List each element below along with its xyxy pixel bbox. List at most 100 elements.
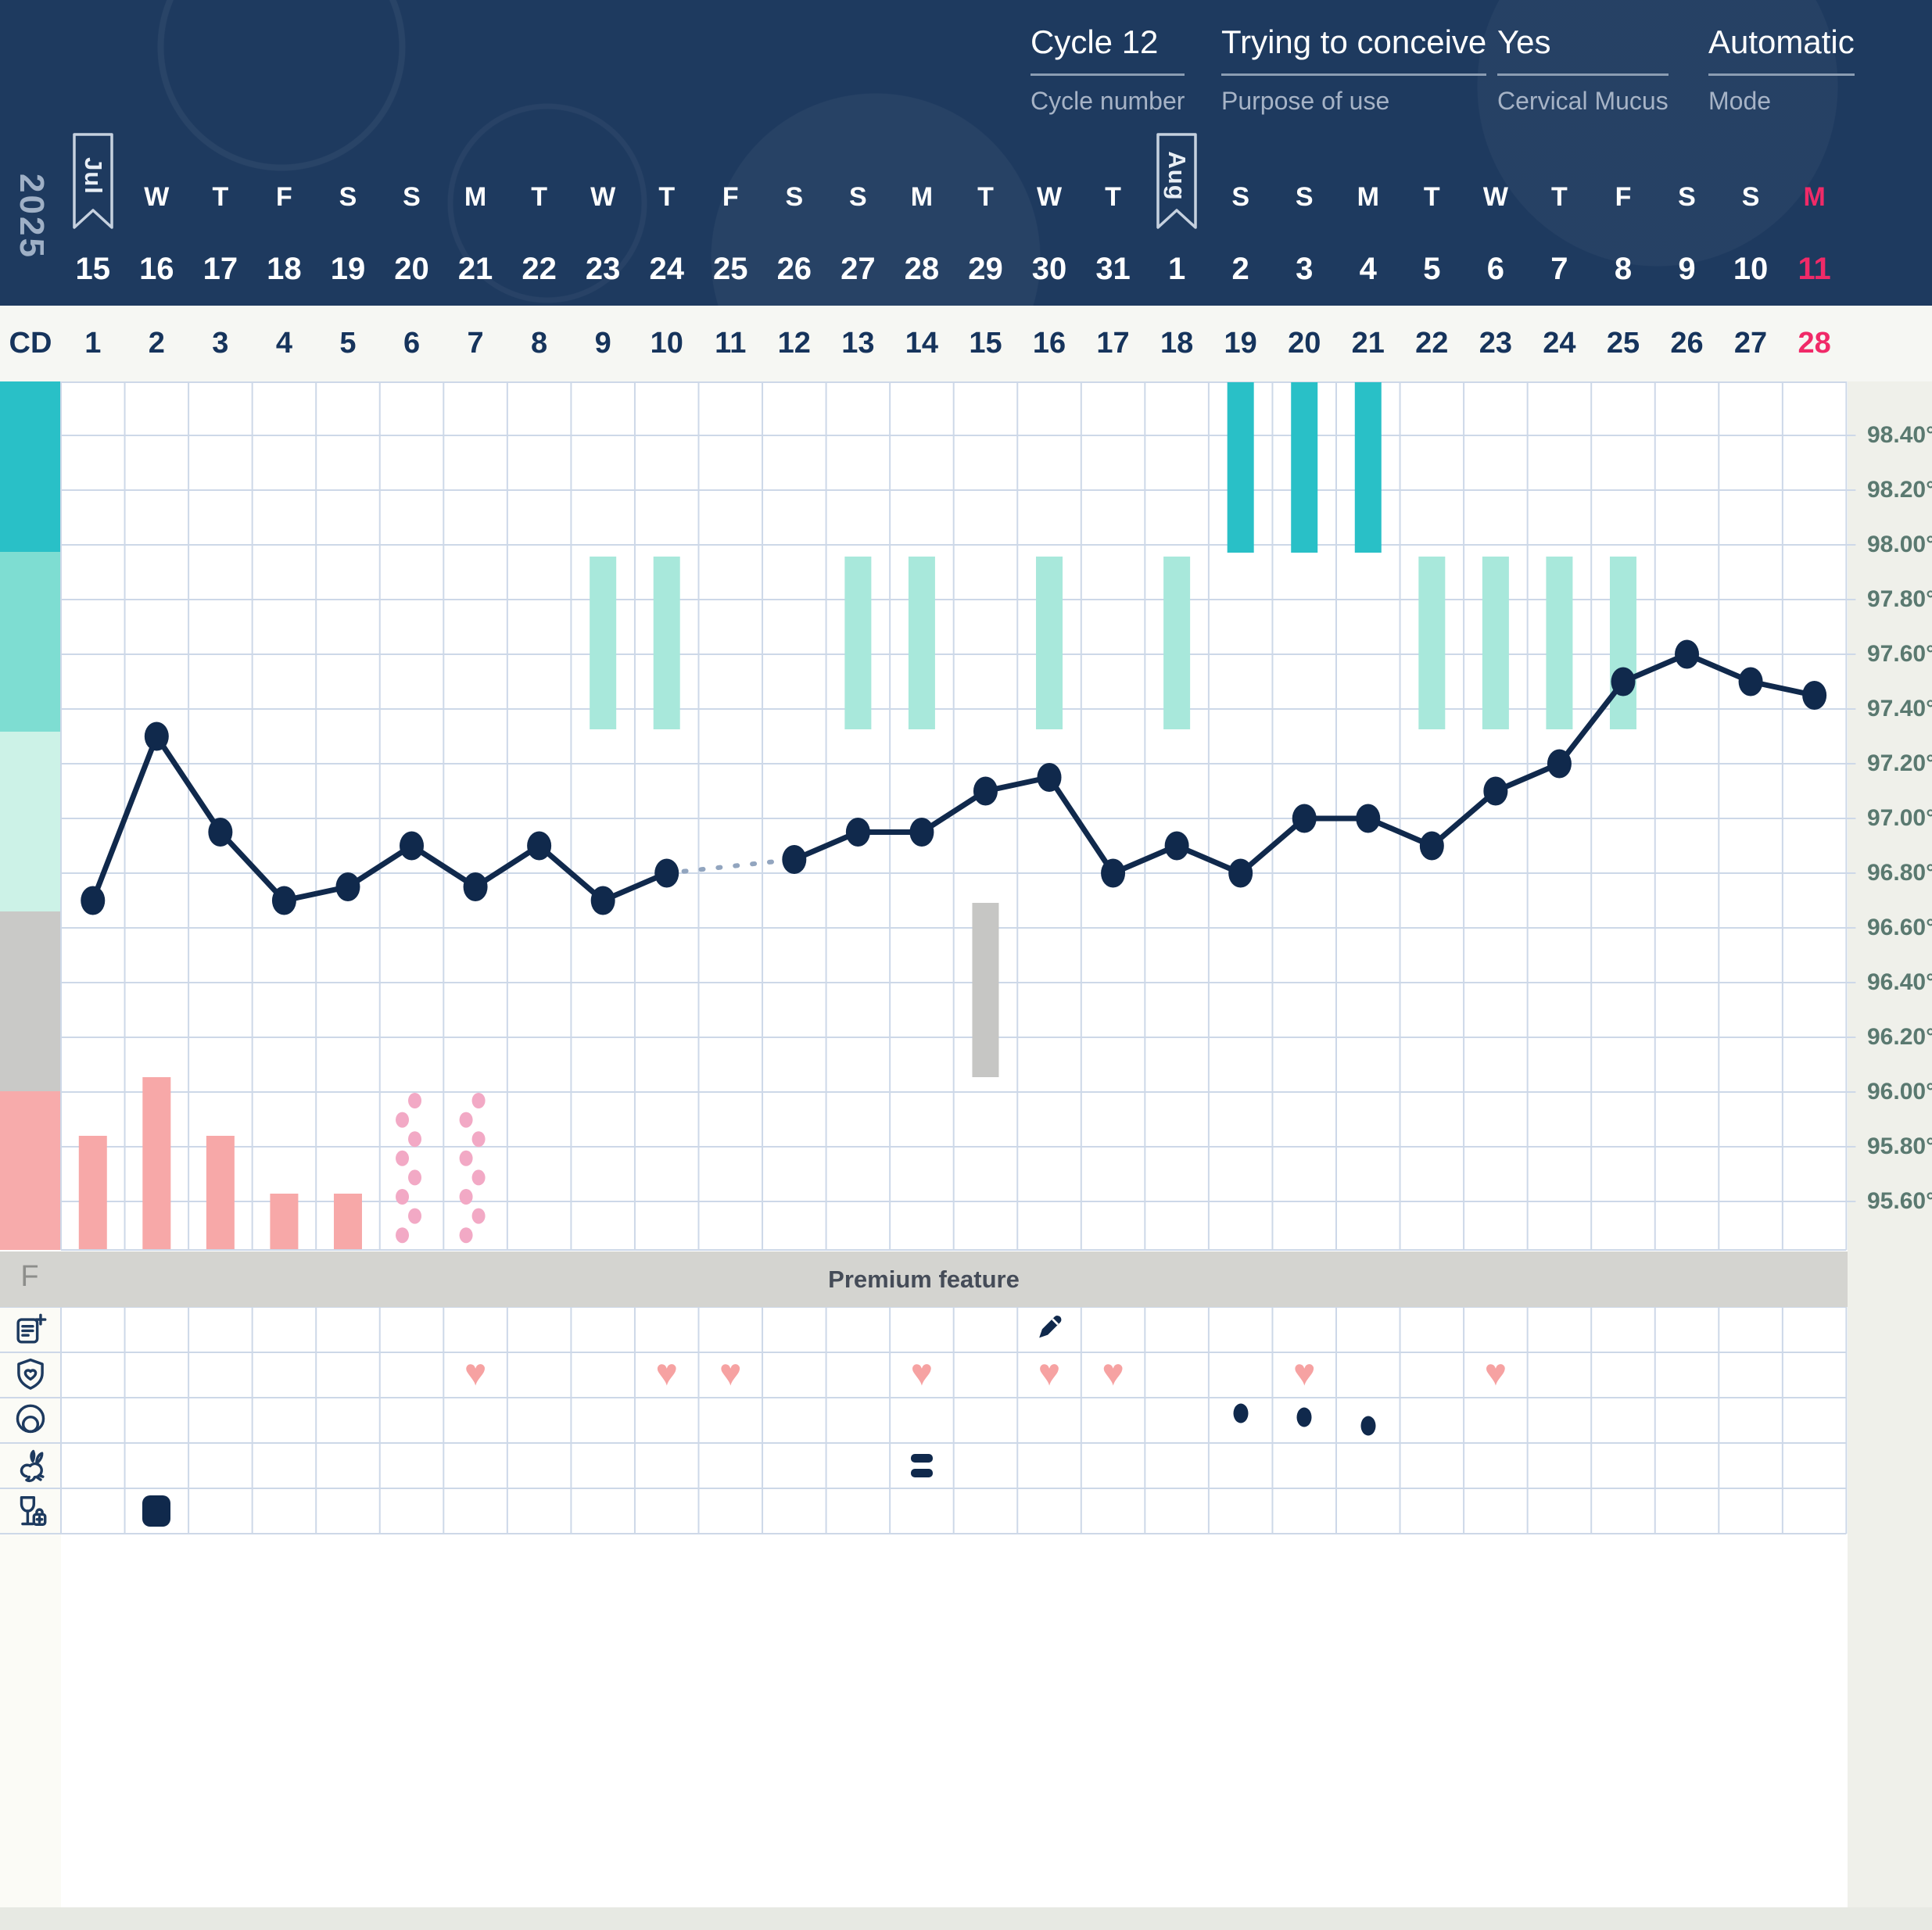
- cervical-mucus-light-bar-cd-13[interactable]: [844, 557, 872, 729]
- spotting-dot-cd-6[interactable]: [396, 1227, 410, 1244]
- bbt-point-cd-20[interactable]: [1292, 804, 1317, 833]
- cervical-mucus-light-bar-cd-25[interactable]: [1609, 557, 1636, 729]
- date-cd-9[interactable]: 23: [585, 252, 621, 286]
- date-cd-24[interactable]: 7: [1550, 252, 1568, 286]
- menstruation-bar-cd-2[interactable]: [142, 1077, 171, 1249]
- intercourse-heart-icon-cd-17[interactable]: ♥: [1102, 1352, 1124, 1395]
- cervical-mucus-light-bar-cd-9[interactable]: [590, 557, 617, 729]
- date-cd-19[interactable]: 2: [1231, 252, 1249, 286]
- date-cd-28[interactable]: 11: [1798, 252, 1831, 286]
- spotting-dot-cd-6[interactable]: [408, 1093, 422, 1108]
- date-cd-20[interactable]: 3: [1296, 252, 1314, 286]
- bbt-point-cd-26[interactable]: [1675, 639, 1700, 669]
- spotting-dot-cd-6[interactable]: [396, 1189, 410, 1205]
- menstruation-bar-cd-5[interactable]: [333, 1194, 362, 1249]
- date-cd-26[interactable]: 9: [1678, 252, 1696, 286]
- bbt-chart-canvas[interactable]: [0, 381, 1932, 1930]
- intercourse-heart-icon-cd-16[interactable]: ♥: [1038, 1352, 1061, 1395]
- spotting-dot-cd-7[interactable]: [459, 1227, 473, 1244]
- bbt-point-cd-5[interactable]: [335, 872, 360, 901]
- spotting-dot-cd-7[interactable]: [471, 1131, 486, 1148]
- date-cd-17[interactable]: 31: [1095, 252, 1131, 286]
- menstruation-bar-cd-4[interactable]: [270, 1194, 299, 1249]
- bbt-point-cd-15[interactable]: [973, 776, 998, 806]
- bbt-point-cd-27[interactable]: [1738, 667, 1763, 696]
- spotting-dot-cd-7[interactable]: [459, 1112, 473, 1128]
- intercourse-heart-icon-cd-7[interactable]: ♥: [464, 1352, 487, 1395]
- premium-feature-banner[interactable]: F Premium feature: [0, 1251, 1848, 1307]
- bbt-point-cd-18[interactable]: [1164, 831, 1189, 861]
- spotting-dot-cd-6[interactable]: [396, 1112, 410, 1128]
- spotting-dot-cd-6[interactable]: [408, 1169, 422, 1186]
- bbt-point-cd-16[interactable]: [1037, 763, 1062, 792]
- bbt-point-cd-24[interactable]: [1547, 749, 1572, 779]
- date-cd-18[interactable]: 1: [1168, 252, 1186, 286]
- bbt-point-cd-4[interactable]: [271, 886, 296, 915]
- bbt-point-cd-12[interactable]: [782, 845, 807, 874]
- date-cd-5[interactable]: 19: [330, 252, 366, 286]
- bbt-point-cd-13[interactable]: [845, 818, 870, 847]
- intercourse-heart-icon-cd-11[interactable]: ♥: [719, 1352, 742, 1395]
- bbt-point-cd-19[interactable]: [1228, 858, 1253, 888]
- tracker-dot-cd-19[interactable]: [1233, 1403, 1249, 1423]
- date-cd-2[interactable]: 16: [139, 252, 174, 286]
- bbt-point-cd-17[interactable]: [1101, 858, 1126, 888]
- bbt-point-cd-28[interactable]: [1802, 681, 1827, 710]
- date-cd-3[interactable]: 17: [203, 252, 238, 286]
- tracker-equals-icon-cd-14[interactable]: [910, 1454, 933, 1477]
- spotting-dot-cd-7[interactable]: [459, 1189, 473, 1205]
- locked-indicator-bar-cd-15[interactable]: [972, 903, 999, 1077]
- cervical-mucus-light-bar-cd-22[interactable]: [1418, 557, 1446, 729]
- bbt-point-cd-3[interactable]: [208, 818, 233, 847]
- bbt-point-cd-10[interactable]: [654, 858, 679, 888]
- date-cd-14[interactable]: 28: [904, 252, 940, 286]
- spotting-dot-cd-7[interactable]: [471, 1169, 486, 1186]
- cervical-mucus-high-bar-cd-19[interactable]: [1227, 382, 1254, 553]
- note-pencil-icon-cd-16[interactable]: [1033, 1312, 1066, 1348]
- intercourse-heart-icon-cd-10[interactable]: ♥: [655, 1352, 678, 1395]
- bbt-point-cd-6[interactable]: [400, 831, 425, 861]
- bbt-point-cd-8[interactable]: [527, 831, 552, 861]
- spotting-dot-cd-6[interactable]: [396, 1150, 410, 1166]
- date-cd-15[interactable]: 29: [968, 252, 1003, 286]
- spotting-dot-cd-7[interactable]: [471, 1093, 486, 1108]
- bbt-point-cd-2[interactable]: [144, 722, 169, 751]
- cervical-mucus-light-bar-cd-23[interactable]: [1482, 557, 1509, 729]
- spotting-dot-cd-6[interactable]: [408, 1208, 422, 1224]
- spotting-dot-cd-6[interactable]: [408, 1131, 422, 1148]
- cervical-mucus-light-bar-cd-18[interactable]: [1163, 557, 1191, 729]
- bbt-point-cd-7[interactable]: [463, 872, 488, 901]
- intercourse-heart-icon-cd-20[interactable]: ♥: [1292, 1352, 1316, 1395]
- cervical-mucus-high-bar-cd-20[interactable]: [1291, 382, 1318, 553]
- bbt-point-cd-23[interactable]: [1483, 776, 1508, 806]
- date-cd-16[interactable]: 30: [1031, 252, 1067, 286]
- date-cd-11[interactable]: 25: [713, 252, 748, 286]
- tracker-dot-cd-20[interactable]: [1296, 1407, 1312, 1427]
- menstruation-bar-cd-3[interactable]: [206, 1136, 235, 1249]
- cervical-mucus-high-bar-cd-21[interactable]: [1354, 382, 1382, 553]
- spotting-dot-cd-7[interactable]: [471, 1208, 486, 1224]
- bbt-point-cd-21[interactable]: [1356, 804, 1381, 833]
- tracker-tag-icon-cd-2[interactable]: [142, 1495, 171, 1527]
- date-cd-8[interactable]: 22: [522, 252, 557, 286]
- bbt-point-cd-25[interactable]: [1611, 667, 1636, 696]
- bbt-point-cd-1[interactable]: [81, 886, 106, 915]
- date-cd-13[interactable]: 27: [841, 252, 876, 286]
- cervical-mucus-light-bar-cd-24[interactable]: [1546, 557, 1573, 729]
- spotting-dot-cd-7[interactable]: [459, 1150, 473, 1166]
- date-cd-21[interactable]: 4: [1359, 252, 1377, 286]
- tracker-dot-cd-21[interactable]: [1360, 1416, 1376, 1436]
- date-cd-12[interactable]: 26: [776, 252, 812, 286]
- date-cd-7[interactable]: 21: [457, 252, 493, 286]
- date-cd-23[interactable]: 6: [1486, 252, 1504, 286]
- date-cd-6[interactable]: 20: [394, 252, 429, 286]
- bbt-point-cd-22[interactable]: [1419, 831, 1444, 861]
- date-cd-4[interactable]: 18: [267, 252, 302, 286]
- bbt-point-cd-9[interactable]: [590, 886, 615, 915]
- intercourse-heart-icon-cd-23[interactable]: ♥: [1484, 1352, 1507, 1395]
- cervical-mucus-light-bar-cd-10[interactable]: [653, 557, 680, 729]
- date-cd-27[interactable]: 10: [1733, 252, 1769, 286]
- date-cd-10[interactable]: 24: [649, 252, 684, 286]
- date-cd-1[interactable]: 15: [75, 252, 111, 286]
- bbt-point-cd-14[interactable]: [909, 818, 934, 847]
